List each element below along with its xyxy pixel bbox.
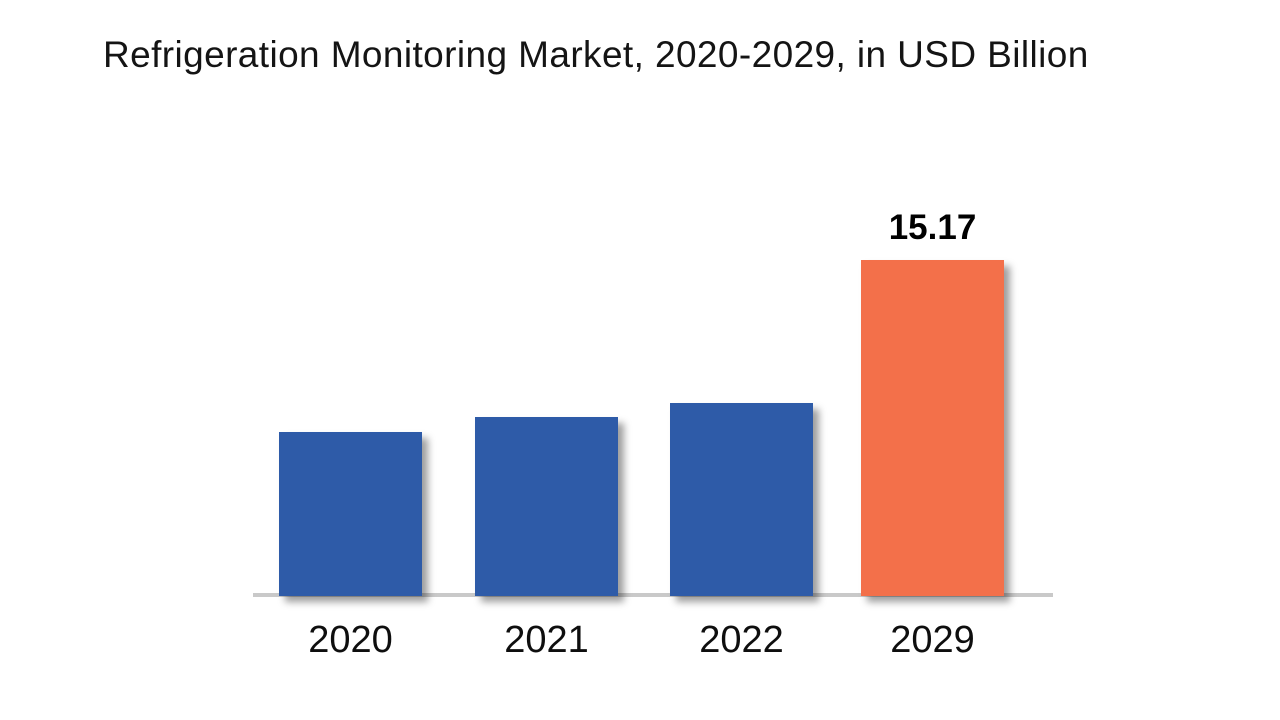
x-tick-2022: 2022 bbox=[699, 619, 784, 661]
x-tick-2021: 2021 bbox=[504, 619, 589, 661]
data-label-2029: 15.17 bbox=[888, 208, 977, 247]
bar-2020 bbox=[279, 432, 422, 596]
x-axis-line bbox=[253, 593, 1053, 597]
bar-2029 bbox=[861, 260, 1004, 596]
bar-2021 bbox=[475, 417, 618, 596]
x-tick-2029: 2029 bbox=[890, 619, 975, 661]
x-tick-2020: 2020 bbox=[308, 619, 393, 661]
bar-2022 bbox=[670, 403, 813, 596]
chart-title: Refrigeration Monitoring Market, 2020-20… bbox=[103, 34, 1089, 75]
